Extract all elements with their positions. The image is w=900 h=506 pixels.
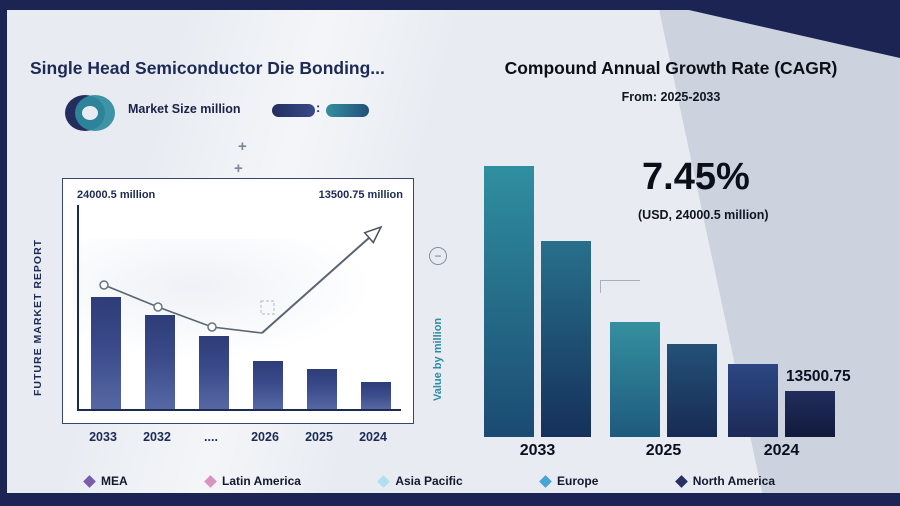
value-axis-label: Value by million xyxy=(432,317,444,401)
left-x-labels: 2033 2032.... 2026 2025 2024 xyxy=(76,430,406,448)
legend-label: MEA xyxy=(101,474,128,488)
right-bar-2025-1 xyxy=(610,322,660,437)
legend-label: Asia Pacific xyxy=(395,474,463,488)
left-bar-2033 xyxy=(91,297,121,409)
left-bar-2024 xyxy=(361,382,391,409)
diamond-icon xyxy=(83,474,96,488)
right-chart-subtitle: From: 2025-2033 xyxy=(621,90,721,104)
legend-label: Europe xyxy=(557,474,599,488)
right-bar-2033-1 xyxy=(484,166,534,437)
left-x-label: .... xyxy=(204,430,218,444)
pill-navy-icon xyxy=(272,104,315,117)
left-chart: 24000.5 million 13500.75 million xyxy=(62,178,414,424)
market-size-icon xyxy=(62,92,118,134)
future-market-report-label: FUTURE MARKET REPORT xyxy=(32,238,44,396)
cagr-value: 7.45% xyxy=(642,156,750,198)
pill-teal-icon xyxy=(326,104,369,117)
right-x-label: 2025 xyxy=(645,442,682,459)
right-x-label: 2024 xyxy=(763,442,800,459)
minus-glyph: − xyxy=(434,249,442,263)
legend-item-north-america: North America xyxy=(674,474,775,488)
legend-item-europe: Europe xyxy=(539,474,599,488)
left-bar-2026 xyxy=(253,361,283,409)
right-chart-groups: 2033 2025 2024 xyxy=(470,160,850,459)
legend-item-latin-america: Latin America xyxy=(204,474,301,488)
plus-icon: + xyxy=(238,138,247,155)
left-x-label: 2024 xyxy=(359,430,387,444)
right-x-label: 2033 xyxy=(519,442,556,459)
market-size-label: Market Size million xyxy=(128,102,241,116)
diamond-icon xyxy=(204,474,217,488)
legend-item-mea: MEA xyxy=(83,474,128,488)
left-x-label: 2032 xyxy=(143,430,171,444)
legend-item-asia-pacific: Asia Pacific xyxy=(377,474,463,488)
legend-label: Latin America xyxy=(222,474,301,488)
right-bar-2033-2 xyxy=(541,241,591,437)
frame-bottom xyxy=(0,493,900,506)
plus-icon: + xyxy=(234,160,243,177)
legend-label: North America xyxy=(692,474,775,488)
step-line xyxy=(600,280,640,293)
left-bar-2032 xyxy=(145,315,175,409)
left-chart-end-value: 13500.75 million xyxy=(318,189,403,201)
left-x-label: 2025 xyxy=(305,430,333,444)
pill-separator: : xyxy=(316,100,321,115)
diamond-icon xyxy=(377,474,391,488)
minus-icon: − xyxy=(429,247,447,265)
right-bar-2025-2 xyxy=(667,344,717,437)
right-chart-title: Compound Annual Growth Rate (CAGR) xyxy=(504,58,838,78)
left-x-label: 2033 xyxy=(89,430,117,444)
left-x-label: 2026 xyxy=(251,430,279,444)
left-chart-start-value: 24000.5 million xyxy=(77,189,156,201)
frame-top xyxy=(0,0,900,10)
left-bar-2025 xyxy=(307,369,337,409)
right-bar-2024-1 xyxy=(728,364,778,437)
value-label-2024: 13500.75 xyxy=(786,368,851,385)
diamond-icon xyxy=(539,474,552,488)
right-bar-2024-2 xyxy=(785,391,835,437)
frame-left xyxy=(0,0,7,506)
left-chart-bars xyxy=(77,205,401,411)
left-chart-title: Single Head Semiconductor Die Bonding... xyxy=(30,58,385,78)
diamond-icon xyxy=(674,474,688,488)
cagr-note: (USD, 24000.5 million) xyxy=(638,208,769,222)
legend: MEA Latin America Asia Pacific Europe North … xyxy=(83,474,775,488)
left-bar-.... xyxy=(199,336,229,409)
